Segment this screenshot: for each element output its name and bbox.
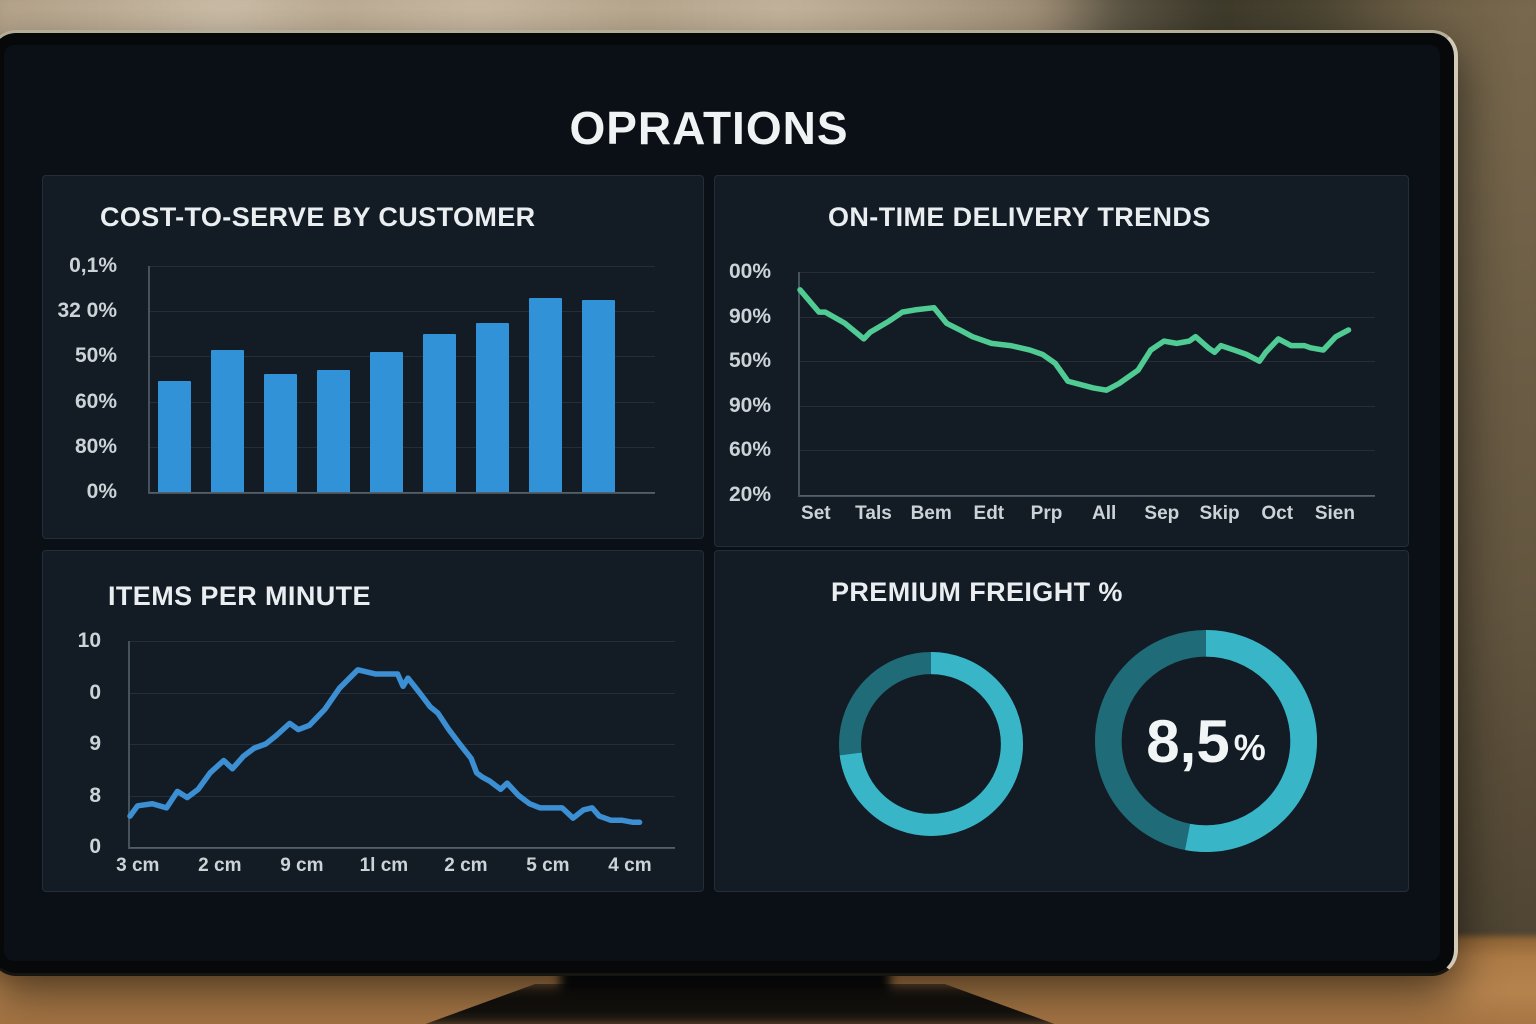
panel-title: COST-TO-SERVE BY CUSTOMER	[100, 202, 536, 232]
cost-to-serve-bar-chart: 0,1% 32 0% 50% 60% 80% 0%	[43, 176, 703, 538]
freight-donut-large: 8,5%	[1095, 630, 1317, 852]
panel-premium-freight: PREMIUM FREIGHT % 8,5%	[714, 550, 1409, 892]
gauge-value: 8,5%	[1146, 707, 1266, 775]
on-time-delivery-line-chart: 00% 90% 50% 90% 60% 20% Set Tals Bem Edt Prp All Se…	[715, 176, 1408, 546]
items-per-minute-line-chart: 10 0 9 8 0 3 cm 2 cm 9 cm 1l cm 2 cm 5 cm 4 cm	[43, 551, 703, 891]
plot-area	[798, 272, 1375, 497]
panel-on-time-delivery: ON-TIME DELIVERY TRENDS 00% 90% 50% 90% 60% 2…	[714, 175, 1409, 547]
y-axis-labels: 10 0 9 8 0	[77, 629, 101, 858]
x-axis-labels: Set Tals Bem Edt Prp All Sep Skip Oct Sien	[801, 503, 1355, 524]
panel-title: PREMIUM FREIGHT %	[831, 577, 1123, 607]
monitor-stand-base	[420, 984, 1060, 1024]
panel-cost-to-serve: COST-TO-SERVE BY CUSTOMER 0,1% 32 0% 50% 60…	[42, 175, 704, 539]
plot-area	[128, 641, 675, 849]
trend-line	[130, 641, 675, 847]
plot-area	[148, 266, 655, 494]
premium-freight-gauges: 8,5%	[715, 551, 1408, 891]
panel-title: ITEMS PER MINUTE	[108, 581, 371, 611]
dashboard-title: OPRATIONS	[569, 102, 849, 154]
gridlines	[800, 272, 1375, 496]
y-axis-labels: 00% 90% 50% 90% 60% 20%	[728, 260, 771, 506]
gridlines	[130, 641, 675, 848]
freight-donut-small	[839, 652, 1023, 836]
panel-title: ON-TIME DELIVERY TRENDS	[828, 202, 1211, 232]
x-axis-labels: 3 cm 2 cm 9 cm 1l cm 2 cm 5 cm 4 cm	[116, 855, 652, 876]
trend-line	[800, 272, 1375, 495]
dashboard-screen: OPRATIONS COST-TO-SERVE BY CUSTOMER 0,1%…	[4, 45, 1440, 961]
panel-items-per-minute: ITEMS PER MINUTE 10 0 9 8 0 3 cm 2 cm 9 cm 1l c…	[42, 550, 704, 892]
bar-series	[158, 266, 615, 492]
y-axis-labels: 0,1% 32 0% 50% 60% 80% 0%	[57, 254, 117, 503]
monitor-bezel: OPRATIONS COST-TO-SERVE BY CUSTOMER 0,1%…	[0, 30, 1458, 976]
